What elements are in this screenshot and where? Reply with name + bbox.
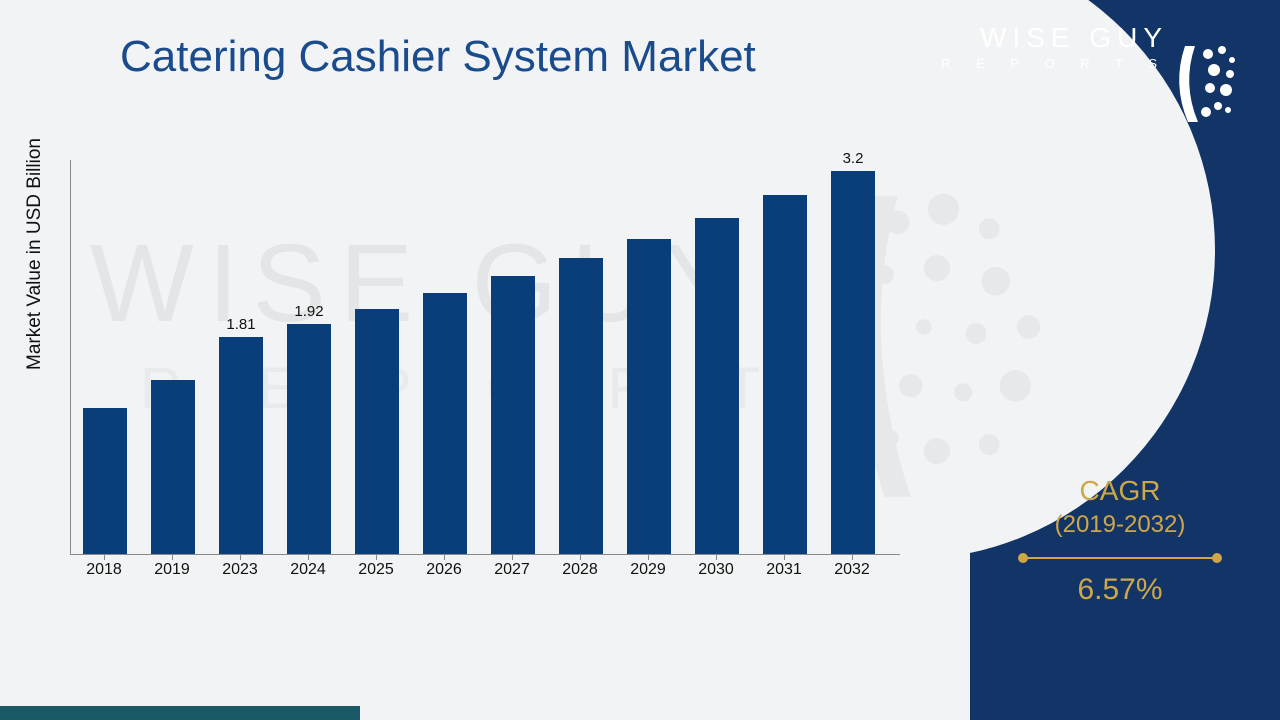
logo-text-line1: WISE GUY xyxy=(941,22,1168,54)
cagr-title: CAGR xyxy=(1020,475,1220,507)
bar-rect xyxy=(831,171,875,554)
bar-2025 xyxy=(355,309,399,554)
bar-2028 xyxy=(559,258,603,554)
bar-2031 xyxy=(763,195,807,554)
page-title: Catering Cashier System Market xyxy=(120,32,756,82)
x-label-2025: 2025 xyxy=(346,561,406,579)
x-label-2027: 2027 xyxy=(482,561,542,579)
bar-2019 xyxy=(151,380,195,554)
bar-value-label: 1.81 xyxy=(211,316,271,333)
x-label-2018: 2018 xyxy=(74,561,134,579)
x-label-2029: 2029 xyxy=(618,561,678,579)
bar-rect xyxy=(219,337,263,554)
bar-rect xyxy=(695,218,739,554)
bar-2030 xyxy=(695,218,739,554)
bar-value-label: 1.92 xyxy=(279,303,339,320)
y-axis-label: Market Value in USD Billion xyxy=(24,138,46,370)
cagr-divider xyxy=(1020,557,1220,559)
bar-2018 xyxy=(83,408,127,554)
cagr-block: CAGR (2019-2032) 6.57% xyxy=(1020,475,1220,607)
bar-2023: 1.81 xyxy=(219,337,263,554)
brand-logo: WISE GUY R E P O R T S xyxy=(941,22,1240,71)
brand-head-icon xyxy=(1170,40,1240,128)
bar-rect xyxy=(491,276,535,554)
bar-2026 xyxy=(423,293,467,554)
bar-rect xyxy=(559,258,603,554)
footer-accent-bar xyxy=(0,706,360,720)
logo-text-line2: R E P O R T S xyxy=(941,56,1168,71)
bar-2032: 3.2 xyxy=(831,171,875,554)
x-label-2026: 2026 xyxy=(414,561,474,579)
bar-rect xyxy=(151,380,195,554)
cagr-value: 6.57% xyxy=(1020,573,1220,607)
x-label-2023: 2023 xyxy=(210,561,270,579)
x-label-2030: 2030 xyxy=(686,561,746,579)
bar-rect xyxy=(355,309,399,554)
bar-2027 xyxy=(491,276,535,554)
x-label-2031: 2031 xyxy=(754,561,814,579)
bar-rect xyxy=(627,239,671,554)
x-label-2028: 2028 xyxy=(550,561,610,579)
bar-chart: Market Value in USD Billion 1.811.923.2 … xyxy=(70,160,900,580)
x-label-2024: 2024 xyxy=(278,561,338,579)
bar-rect xyxy=(83,408,127,554)
bar-value-label: 3.2 xyxy=(823,150,883,167)
cagr-range: (2019-2032) xyxy=(1020,511,1220,539)
x-label-2019: 2019 xyxy=(142,561,202,579)
bar-2024: 1.92 xyxy=(287,324,331,554)
plot-area: 1.81 1.92 3.2 xyxy=(70,160,900,555)
bar-rect xyxy=(763,195,807,554)
bar-2029 xyxy=(627,239,671,554)
bar-rect xyxy=(423,293,467,554)
bar-rect xyxy=(287,324,331,554)
x-label-2032: 2032 xyxy=(822,561,882,579)
